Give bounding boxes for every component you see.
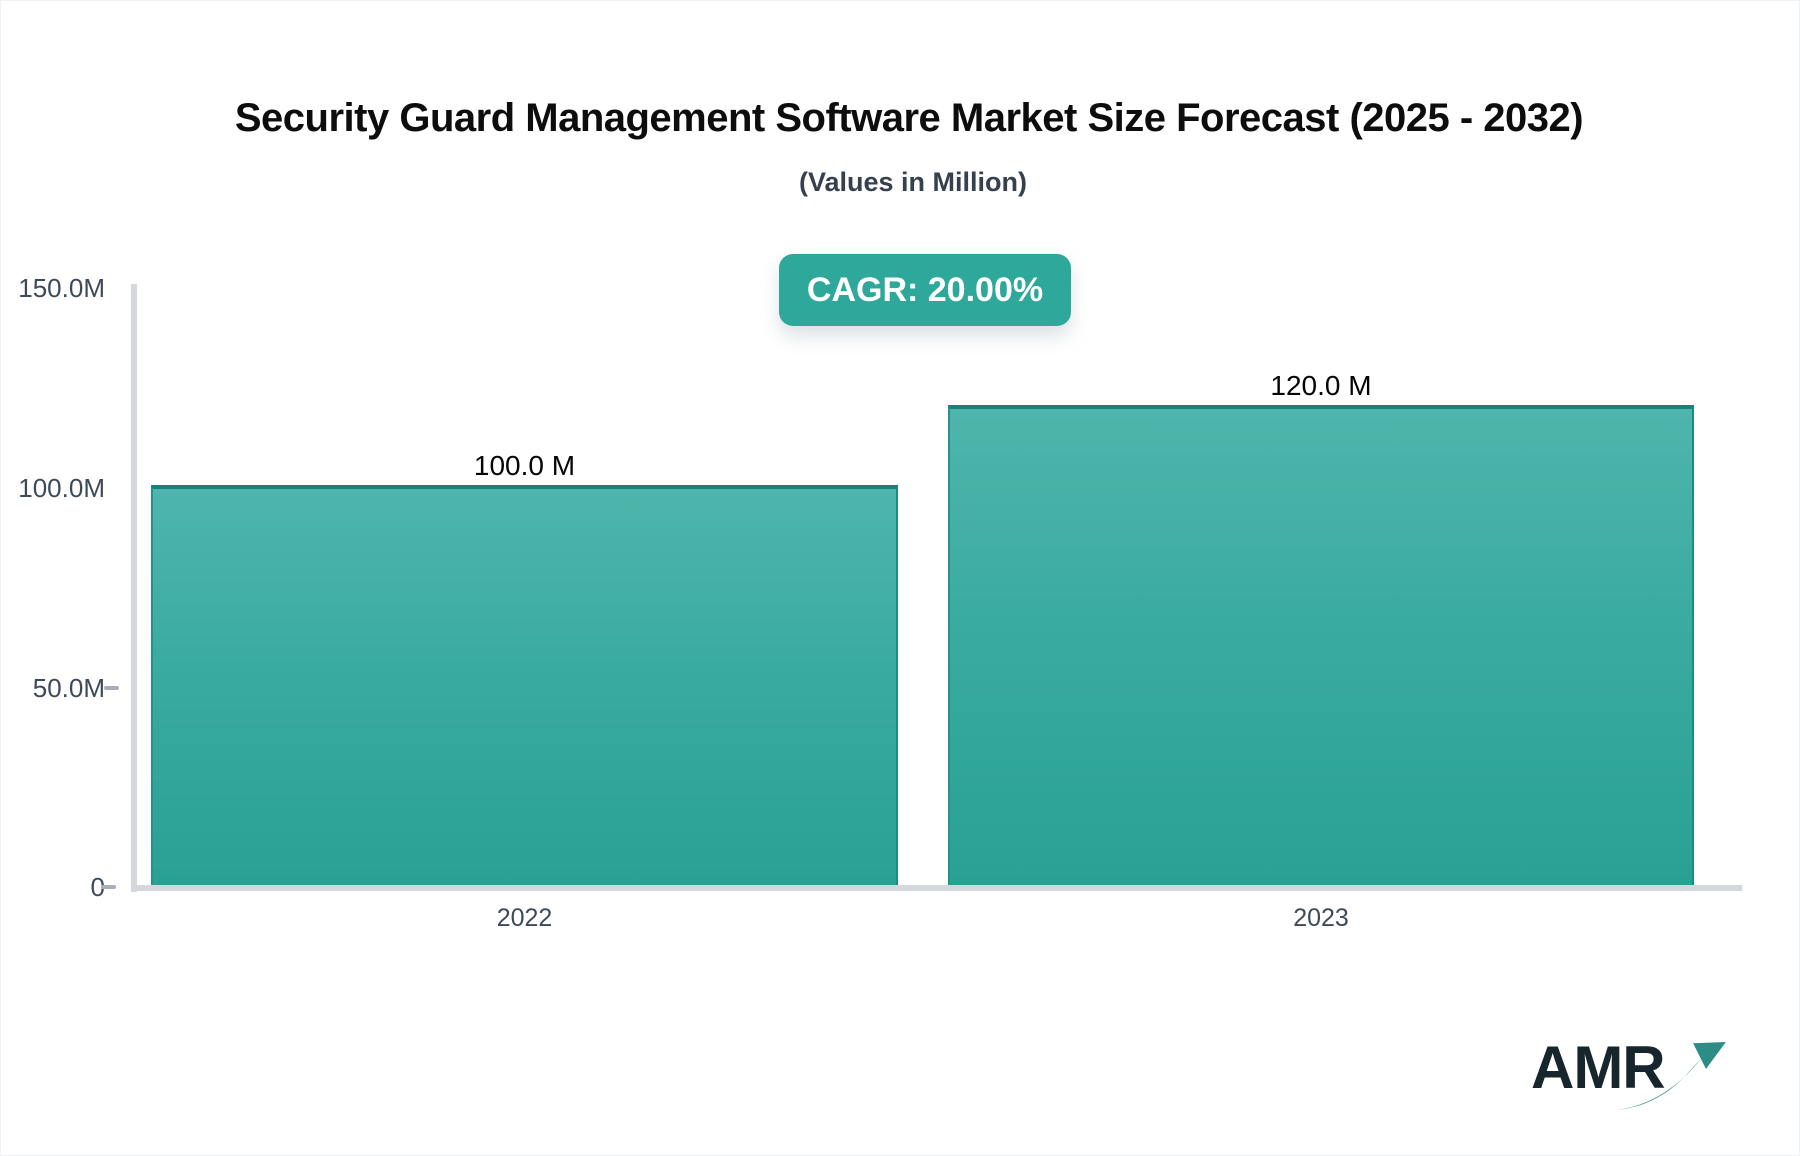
bar-2023 — [948, 405, 1694, 885]
bar-value-label-2023: 120.0 M — [1270, 370, 1372, 401]
cagr-badge: CAGR: 20.00% — [779, 254, 1071, 326]
y-axis-tick-label-100m: 100.0M — [18, 473, 105, 503]
y-axis-tick-mark-0 — [101, 885, 116, 889]
y-axis-line — [131, 284, 137, 892]
x-axis-category-2023: 2023 — [1293, 904, 1349, 932]
bar-value-label-2022: 100.0 M — [473, 450, 576, 481]
bar-2022 — [151, 485, 898, 885]
amr-logo: AMR — [1521, 1023, 1751, 1118]
chart-title: Security Guard Management Software Marke… — [234, 96, 1584, 140]
y-axis-tick-label-50m: 50.0M — [32, 673, 105, 703]
chart-subtitle: (Values in Million) — [798, 167, 1028, 197]
amr-logo-text: AMR — [1531, 1034, 1666, 1101]
growth-arrow-icon — [1615, 1042, 1726, 1110]
y-axis-tick-label-150m: 150.0M — [18, 273, 105, 303]
x-axis-baseline — [131, 885, 1742, 891]
y-axis-tick-mark-50m — [104, 686, 119, 690]
x-axis-category-2022: 2022 — [496, 904, 553, 932]
y-axis-tick-label-0: 0 — [90, 872, 105, 902]
